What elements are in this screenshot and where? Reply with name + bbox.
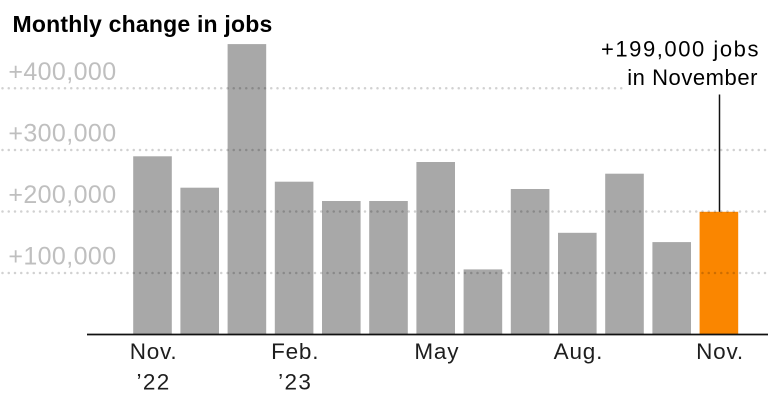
svg-text:Feb.: Feb. xyxy=(271,339,319,364)
svg-text:+100,000: +100,000 xyxy=(8,243,116,271)
svg-text:+200,000: +200,000 xyxy=(8,181,116,209)
svg-text:in November: in November xyxy=(627,65,758,90)
svg-text:Aug.: Aug. xyxy=(554,339,604,364)
svg-text:Monthly change in jobs: Monthly change in jobs xyxy=(13,11,273,37)
svg-text:+300,000: +300,000 xyxy=(8,120,116,148)
svg-text:Nov.: Nov. xyxy=(130,339,178,364)
svg-text:May: May xyxy=(414,339,459,364)
svg-text:’22: ’22 xyxy=(136,369,170,394)
svg-text:Nov.: Nov. xyxy=(696,339,744,364)
svg-text:+199,000 jobs: +199,000 jobs xyxy=(601,37,760,62)
svg-text:’23: ’23 xyxy=(278,369,312,394)
svg-text:+400,000: +400,000 xyxy=(8,58,116,86)
